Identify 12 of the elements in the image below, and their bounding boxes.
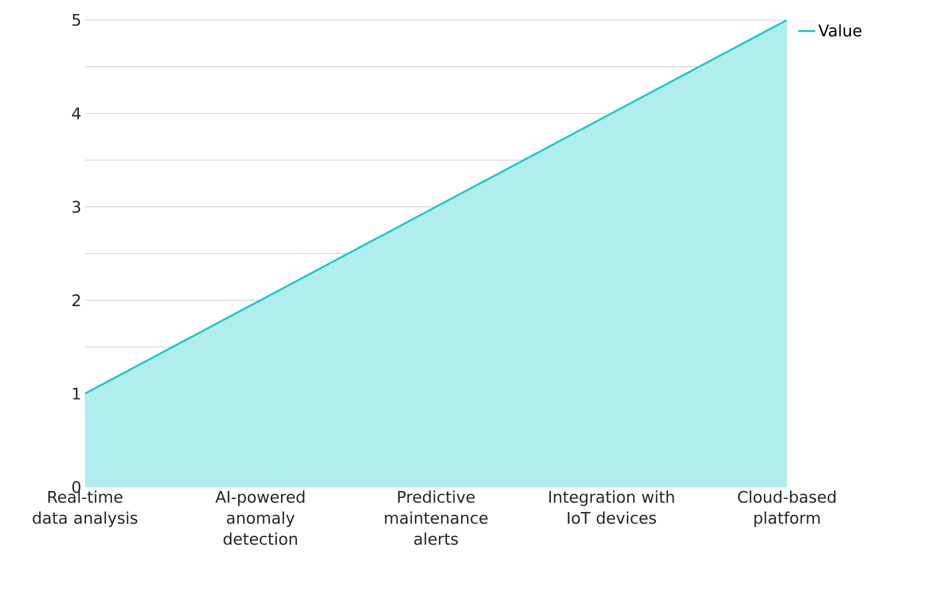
y-tick-label: 0 [72, 480, 80, 494]
x-tick-label: AI-powered anomaly detection [215, 490, 304, 545]
x-tick-label: Cloud-based platform [738, 490, 836, 528]
y-tick-label: 3 [72, 200, 80, 213]
y-tick-label: 4 [72, 108, 81, 120]
x-tick-label: Real-time data analysis [32, 490, 138, 528]
y-tick-label: 5 [72, 14, 80, 26]
x-tick-label: Integration with IoT devices [549, 490, 674, 524]
x-tick-label: Predictive maintenance alerts [385, 490, 488, 545]
y-tick-label: 2 [72, 294, 80, 306]
y-tick-label: 1 [73, 388, 80, 400]
legend-label: Value [818, 24, 862, 37]
